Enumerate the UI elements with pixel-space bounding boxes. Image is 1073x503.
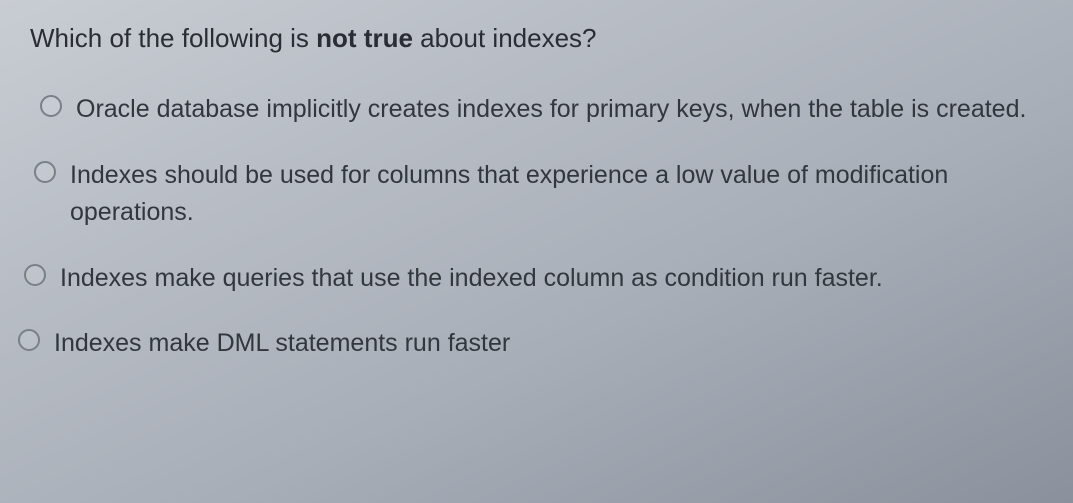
question-prefix: Which of the following is: [30, 23, 316, 53]
radio-icon[interactable]: [24, 264, 46, 286]
question-suffix: about indexes?: [413, 23, 597, 53]
quiz-question-container: Which of the following is not true about…: [30, 20, 1043, 363]
question-emphasis: not true: [316, 23, 413, 53]
option-c[interactable]: Indexes make queries that use the indexe…: [30, 260, 1043, 298]
radio-icon[interactable]: [40, 95, 62, 117]
option-b[interactable]: Indexes should be used for columns that …: [30, 157, 1043, 232]
option-c-text: Indexes make queries that use the indexe…: [60, 260, 883, 298]
option-b-text: Indexes should be used for columns that …: [70, 157, 1043, 232]
question-prompt: Which of the following is not true about…: [30, 20, 1043, 56]
option-d[interactable]: Indexes make DML statements run faster: [30, 325, 1043, 363]
option-a[interactable]: Oracle database implicitly creates index…: [30, 91, 1043, 129]
radio-icon[interactable]: [18, 329, 40, 351]
option-a-text: Oracle database implicitly creates index…: [76, 91, 1026, 129]
radio-icon[interactable]: [34, 161, 56, 183]
option-d-text: Indexes make DML statements run faster: [54, 325, 510, 363]
